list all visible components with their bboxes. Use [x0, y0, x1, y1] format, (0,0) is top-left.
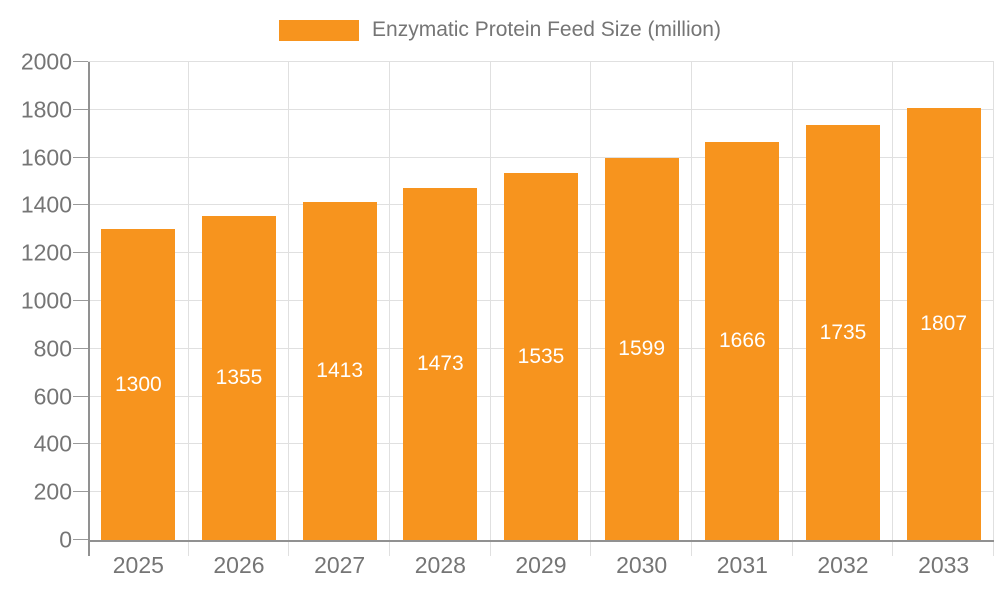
x-tick-label: 2025 [112, 552, 164, 578]
y-axis-tick [73, 491, 88, 493]
gridline-vertical [691, 62, 692, 556]
bar-2025[interactable] [101, 229, 176, 540]
y-axis-tick [73, 108, 88, 110]
gridline-vertical [993, 62, 994, 556]
y-tick-label: 1400 [20, 191, 72, 218]
bar-2026[interactable] [202, 216, 276, 540]
y-axis-tick [73, 252, 88, 254]
y-axis-tick [73, 204, 88, 206]
gridline-horizontal [88, 156, 994, 158]
y-tick-label: 1200 [20, 239, 72, 266]
bar-2032[interactable] [806, 125, 880, 540]
y-tick-label: 800 [33, 335, 72, 362]
gridline-horizontal [88, 108, 994, 110]
legend-label: Enzymatic Protein Feed Size (million) [372, 18, 721, 41]
bar-2029[interactable] [504, 173, 578, 540]
y-tick-label: 200 [33, 478, 72, 505]
y-tick-label: 1600 [20, 144, 72, 171]
x-axis-line [88, 540, 994, 542]
gridline-vertical [187, 62, 189, 556]
x-tick-label: 2027 [314, 552, 366, 578]
y-tick-label: 600 [33, 383, 72, 410]
y-axis-line [88, 62, 90, 556]
gridline-vertical [892, 62, 894, 556]
gridline-vertical [389, 62, 390, 556]
y-tick-label: 2000 [20, 48, 72, 75]
y-axis-tick [73, 347, 88, 349]
x-tick-label: 2031 [716, 552, 768, 578]
plot-area: 1300 1355 1413 1473 1535 1599 1666 1735 1807 [88, 61, 994, 556]
bar-2027[interactable] [302, 202, 377, 540]
y-tick-label: 0 [59, 526, 72, 553]
gridline-vertical [590, 62, 592, 556]
y-axis-tick [73, 539, 88, 540]
y-tick-label: 400 [33, 430, 72, 457]
x-tick-label: 2026 [213, 552, 265, 578]
bar-2031[interactable] [705, 141, 780, 540]
gridline-vertical [791, 62, 793, 556]
y-axis-tick [73, 395, 88, 397]
gridline-vertical [489, 62, 491, 556]
y-tick-label: 1000 [20, 287, 72, 314]
gridline-vertical [288, 62, 290, 556]
bar-2030[interactable] [604, 157, 679, 540]
bar-2028[interactable] [403, 187, 478, 540]
x-tick-label: 2030 [616, 552, 668, 578]
x-tick-label: 2029 [515, 552, 567, 578]
legend-swatch [279, 19, 360, 41]
legend[interactable]: Enzymatic Protein Feed Size (million) [0, 18, 1000, 42]
x-tick-label: 2033 [918, 552, 970, 578]
y-tick-label: 1800 [20, 96, 72, 123]
x-tick-label: 2032 [817, 552, 869, 578]
y-axis-tick [73, 156, 88, 158]
x-tick-label: 2028 [414, 552, 466, 578]
y-axis-tick [73, 443, 88, 445]
gridline-horizontal [88, 61, 994, 62]
y-axis-tick [73, 300, 88, 301]
bar-2033[interactable] [906, 108, 981, 540]
y-axis-tick [73, 61, 88, 62]
